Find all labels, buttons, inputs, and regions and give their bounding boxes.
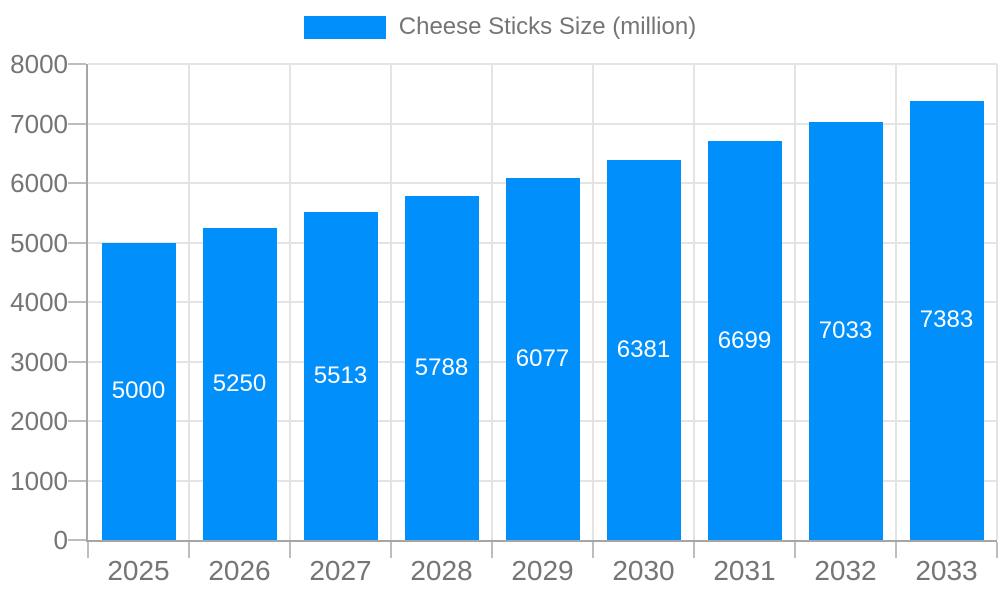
bar-value-label: 5788 bbox=[414, 353, 469, 381]
x-tick bbox=[693, 542, 695, 558]
y-axis-label: 7000 bbox=[10, 108, 68, 139]
y-axis-label: 5000 bbox=[10, 227, 68, 258]
x-axis-label: 2029 bbox=[511, 555, 574, 586]
x-axis-label: 2028 bbox=[410, 555, 473, 586]
bar[interactable]: 5788 bbox=[404, 195, 479, 540]
legend[interactable]: Cheese Sticks Size (million) bbox=[0, 13, 1000, 41]
y-axis-label: 8000 bbox=[10, 49, 68, 79]
x-gridline bbox=[794, 64, 796, 540]
x-tick bbox=[188, 542, 190, 558]
y-axis-label: 3000 bbox=[10, 346, 68, 377]
bar-value-label: 6699 bbox=[717, 326, 772, 354]
x-gridline bbox=[491, 64, 493, 540]
bar-value-label: 7383 bbox=[919, 306, 974, 334]
y-tick bbox=[68, 360, 86, 363]
bar-value-label: 6381 bbox=[616, 336, 671, 364]
y-gridline bbox=[88, 122, 997, 125]
y-axis-label: 1000 bbox=[10, 465, 68, 496]
x-axis-label: 2032 bbox=[814, 555, 877, 586]
x-axis-label: 2031 bbox=[713, 555, 776, 586]
bar-value-label: 5513 bbox=[313, 361, 368, 389]
x-axis-label: 2030 bbox=[612, 555, 675, 586]
y-tick bbox=[68, 182, 86, 184]
x-tick bbox=[895, 542, 897, 558]
bar[interactable]: 5513 bbox=[303, 211, 378, 540]
bar[interactable]: 5000 bbox=[101, 242, 176, 540]
x-tick bbox=[794, 542, 796, 558]
x-gridline bbox=[996, 64, 998, 540]
bar[interactable]: 7383 bbox=[909, 100, 984, 540]
x-tick bbox=[390, 542, 392, 558]
x-axis-label: 2026 bbox=[208, 555, 271, 586]
bar-value-label: 5250 bbox=[212, 369, 267, 397]
y-axis-label: 2000 bbox=[10, 406, 68, 436]
x-axis-label: 2027 bbox=[309, 555, 372, 586]
x-gridline bbox=[390, 64, 392, 540]
legend-swatch bbox=[303, 15, 386, 39]
y-tick bbox=[68, 301, 86, 303]
y-axis-label: 4000 bbox=[10, 287, 68, 317]
bar-value-label: 7033 bbox=[818, 316, 873, 344]
y-gridline bbox=[88, 63, 997, 65]
bar[interactable]: 6077 bbox=[505, 178, 580, 540]
x-tick bbox=[87, 542, 89, 558]
x-axis-label: 2033 bbox=[915, 555, 978, 586]
x-gridline bbox=[895, 64, 897, 540]
x-gridline bbox=[289, 64, 291, 540]
y-tick bbox=[68, 539, 86, 541]
x-gridline bbox=[693, 64, 695, 540]
bar[interactable]: 5250 bbox=[202, 227, 277, 540]
y-tick bbox=[68, 420, 86, 422]
x-tick bbox=[491, 542, 493, 558]
x-axis-label: 2025 bbox=[107, 555, 170, 586]
bar[interactable]: 7033 bbox=[808, 121, 883, 540]
bar-value-label: 6077 bbox=[515, 345, 570, 373]
x-gridline bbox=[592, 64, 594, 540]
y-axis-label: 0 bbox=[53, 525, 68, 555]
y-axis-label: 6000 bbox=[10, 168, 68, 198]
y-tick bbox=[68, 479, 86, 482]
legend-label: Cheese Sticks Size (million) bbox=[398, 13, 697, 40]
bar[interactable]: 6699 bbox=[707, 141, 782, 540]
x-gridline bbox=[188, 64, 190, 540]
bar-value-label: 5000 bbox=[111, 377, 166, 405]
x-tick bbox=[996, 542, 998, 558]
y-tick bbox=[68, 122, 86, 125]
x-tick bbox=[289, 542, 291, 558]
y-tick bbox=[68, 241, 86, 244]
x-tick bbox=[592, 542, 594, 558]
bar[interactable]: 6381 bbox=[606, 160, 681, 540]
plot-area: 0 1000 2000 3000 4000 5000 6000 7000 8000 5000 202… bbox=[10, 49, 998, 586]
y-axis-line bbox=[86, 64, 88, 542]
x-axis-line bbox=[86, 540, 997, 542]
y-tick bbox=[68, 63, 86, 65]
